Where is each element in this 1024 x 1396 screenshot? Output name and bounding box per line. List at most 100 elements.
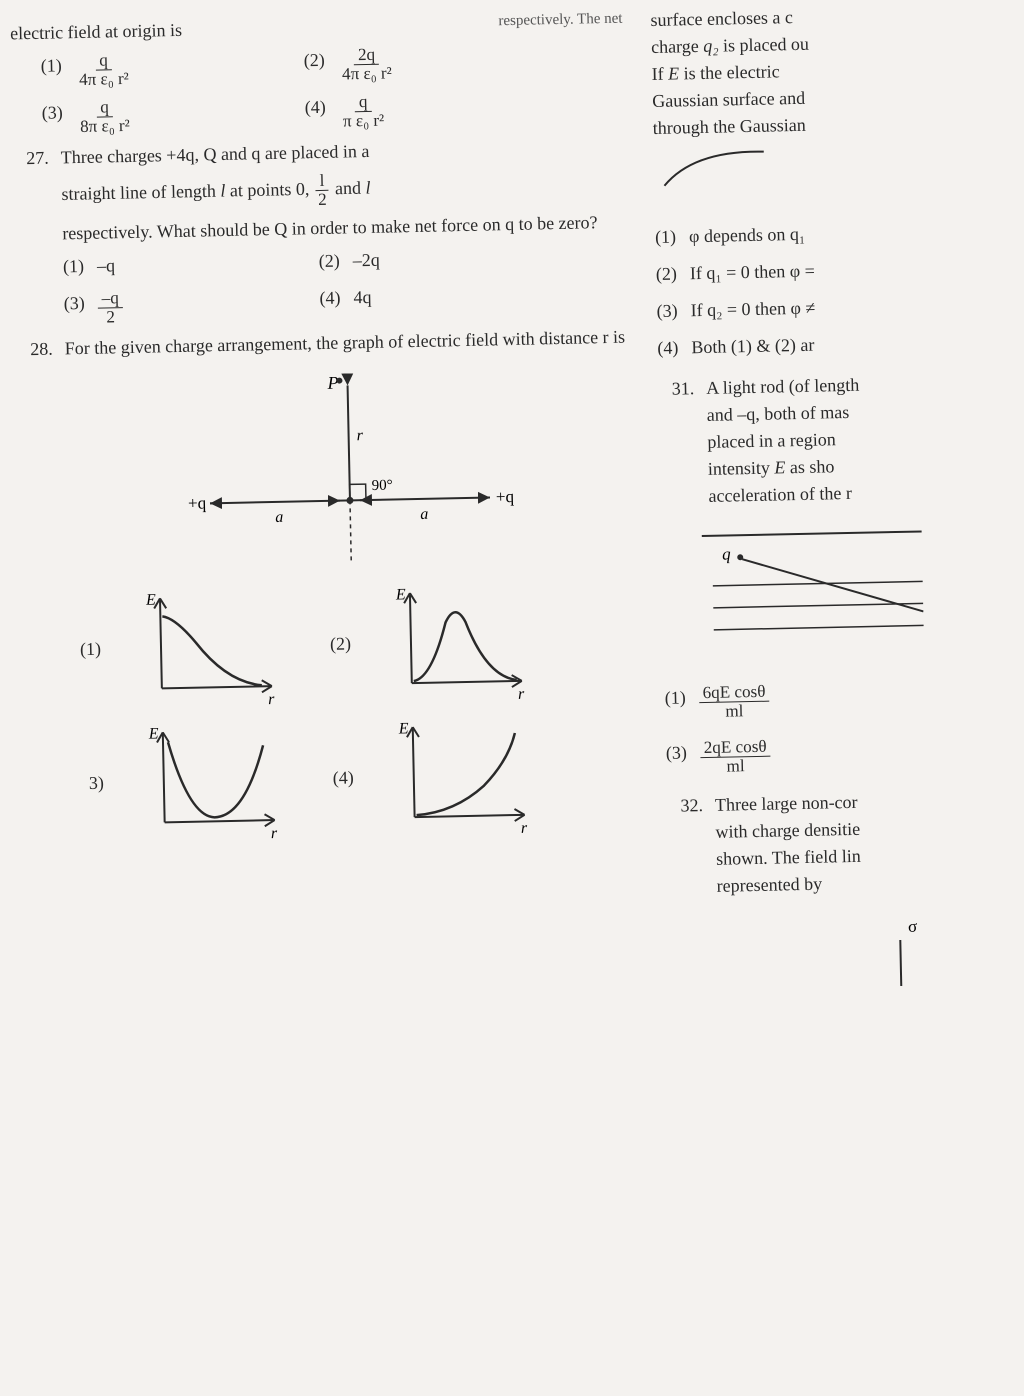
numerator: –q <box>97 289 122 308</box>
denominator: ml <box>721 702 747 720</box>
question-number: 31. <box>658 375 701 511</box>
question-number: 32. <box>667 792 709 901</box>
option-number: (4) <box>304 94 333 131</box>
graph-option-4-label: (4) <box>324 764 355 792</box>
option-text: 4q <box>353 284 372 321</box>
question-body: For the given charge arrangement, the gr… <box>64 323 639 844</box>
q26-opt3: (3) q 8π ε₀ r² <box>42 95 276 137</box>
rod-diagram-fragment: q <box>661 511 924 656</box>
plate-diagram-fragment: σ <box>809 915 930 987</box>
question-body: Three large non-cor with charge densitie… <box>715 785 1017 899</box>
q31-line: acceleration of the r <box>708 477 1008 510</box>
q27-line3: respectively. What should be Q in order … <box>62 208 627 247</box>
text-fragment: at points 0, <box>225 178 314 200</box>
label-a-left: a <box>275 508 283 525</box>
q27-opt4: (4)4q <box>319 280 546 322</box>
option-text: –2q <box>352 246 380 274</box>
q30-opt3: (3)If q₂ = 0 then φ ≠ <box>656 291 1004 325</box>
svg-text:E: E <box>148 725 159 742</box>
label-a-right: a <box>420 505 428 522</box>
fraction: 2qE cosθ ml <box>700 738 772 776</box>
left-column: electric field at origin is respectively… <box>10 8 643 1012</box>
graph-option-1-label: (1) <box>71 636 102 664</box>
option-text: If q₁ = 0 then φ = <box>690 258 815 288</box>
charge-arrangement-diagram: P r 90° +q +q a a <box>178 366 522 573</box>
label-r: r <box>357 427 364 444</box>
option-number: (3) <box>666 739 695 776</box>
denominator: 8π ε₀ r² <box>76 117 134 136</box>
text-fragment: If <box>651 64 668 84</box>
q27-options: (1)–q (2)–2q (3) –q 2 (4)4q <box>63 241 629 327</box>
graph-option-2: E r <box>390 580 532 703</box>
fraction: q π ε₀ r² <box>338 92 388 130</box>
variable-l: l <box>365 177 370 197</box>
graph-option-2-label: (2) <box>321 630 352 658</box>
question-27: 27. Three charges +4q, Q and q are place… <box>12 132 628 328</box>
numerator: q <box>96 98 113 117</box>
two-column-layout: electric field at origin is respectively… <box>10 0 1019 1012</box>
option-number: (4) <box>319 284 348 321</box>
q26-intro: electric field at origin is <box>10 17 182 48</box>
fraction: 2q 4π ε₀ r² <box>337 45 395 83</box>
graph-option-3: E r <box>143 719 285 842</box>
exam-page: electric field at origin is respectively… <box>0 0 1024 1022</box>
option-number: (1) <box>664 684 693 721</box>
option-number: (3) <box>63 289 92 326</box>
svg-text:r: r <box>268 691 275 708</box>
text-fragment: as sho <box>785 456 834 477</box>
q28-text: For the given charge arrangement, the gr… <box>64 323 629 362</box>
text-fragment: and <box>335 177 366 198</box>
denominator: ml <box>722 757 748 775</box>
question-body: A light rod (of length and –q, both of m… <box>706 369 1008 510</box>
q30-opt4: (4)Both (1) & (2) ar <box>657 328 1005 362</box>
svg-text:E: E <box>395 586 406 603</box>
label-plusq-right: +q <box>496 486 515 505</box>
q30-opt1: (1)φ depends on q₁ <box>655 217 1003 251</box>
numerator: 2q <box>354 46 379 65</box>
graph-option-1: E r <box>140 585 282 708</box>
question-number: 27. <box>12 144 56 328</box>
partial-curve-icon <box>653 143 774 196</box>
text-fragment: straight line of length <box>61 180 220 203</box>
svg-text:E: E <box>145 591 156 608</box>
option-number: (3) <box>656 297 685 325</box>
option-number: (1) <box>63 252 92 280</box>
variable-E: E <box>668 63 679 83</box>
option-text: If q₂ = 0 then φ ≠ <box>690 295 815 325</box>
graph-row-2: 3) E r (4) E r <box>73 712 640 844</box>
option-number: (1) <box>41 52 70 89</box>
origin-dot <box>347 496 354 503</box>
question-body: Three charges +4q, Q and q are placed in… <box>60 132 628 327</box>
q31-opt3: (3) 2qE cosθ ml <box>666 732 1014 776</box>
variable-q2: q₂ <box>703 36 719 56</box>
numerator: l <box>315 172 328 191</box>
q30-opt2: (2)If q₁ = 0 then φ = <box>656 254 1004 288</box>
svg-text:E: E <box>398 720 409 737</box>
svg-text:r: r <box>518 685 525 702</box>
numerator: 2qE cosθ <box>700 738 771 758</box>
option-number: (3) <box>42 99 71 136</box>
fraction: l 2 <box>314 172 331 209</box>
question-28: 28. For the given charge arrangement, th… <box>16 323 639 845</box>
q32-line: represented by <box>716 866 1016 899</box>
option-number: (2) <box>318 247 347 275</box>
text-fragment: is placed ou <box>718 34 809 56</box>
fraction: q 8π ε₀ r² <box>76 98 134 136</box>
option-text: Both (1) & (2) ar <box>691 332 815 362</box>
partial-text: respectively. The net <box>498 8 623 38</box>
label-plusq-left: +q <box>188 493 207 512</box>
variable-E: E <box>774 457 785 477</box>
question-31: 31. A light rod (of length and –q, both … <box>658 369 1008 511</box>
graph-option-4: E r <box>393 714 535 837</box>
option-text: –q <box>97 252 116 279</box>
graph-row-1: (1) E r (2) E r <box>70 578 637 710</box>
right-column: surface encloses a c charge q₂ is placed… <box>650 0 1018 999</box>
label-P: P <box>327 372 339 392</box>
question-32: 32. Three large non-cor with charge dens… <box>667 785 1017 900</box>
option-number: (4) <box>657 334 686 362</box>
denominator: 2 <box>102 308 119 326</box>
text-fragment: intensity <box>708 458 775 479</box>
q27-opt1: (1)–q <box>63 248 289 280</box>
denominator: 4π ε₀ r² <box>75 70 133 89</box>
q27-line1: Three charges +4q, Q and q are placed in… <box>60 132 625 171</box>
